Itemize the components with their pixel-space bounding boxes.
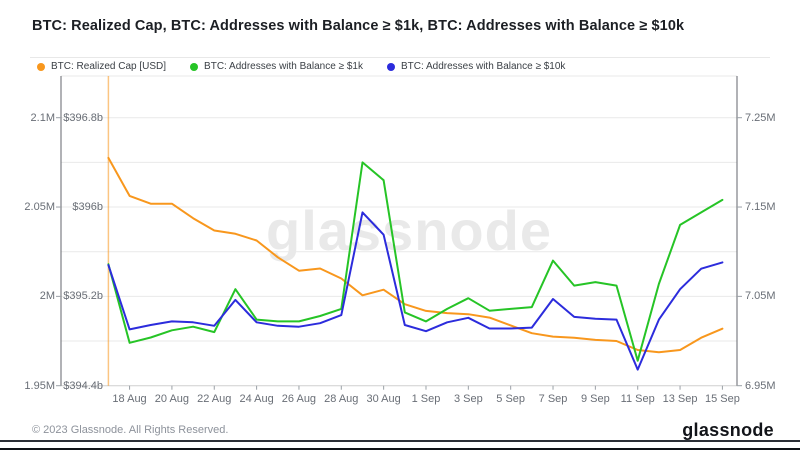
- legend-dot-icon: [190, 62, 199, 71]
- x-axis-label: 13 Sep: [662, 392, 698, 405]
- legend-dot-icon: [37, 62, 45, 71]
- legend-label: BTC: Realized Cap [USD]: [51, 61, 167, 72]
- page-title: BTC: Realized Cap, BTC: Addresses with B…: [32, 18, 685, 34]
- x-axis-label: 26 Aug: [281, 392, 317, 405]
- legend-item-realized-cap[interactable]: BTC: Realized Cap [USD]: [37, 61, 166, 72]
- y-axis-label-right: 6.95M: [745, 379, 776, 392]
- chart-legend: BTC: Realized Cap [USD] BTC: Addresses w…: [37, 61, 565, 72]
- x-axis-label: 28 Aug: [324, 392, 359, 405]
- legend-label: BTC: Addresses with Balance ≥ $10k: [400, 61, 566, 72]
- y-axis-label-realized: $395.2b: [63, 290, 103, 303]
- series-line-left[interactable]: [107, 161, 724, 362]
- y-axis-label-right: 7.15M: [745, 201, 776, 214]
- glassnode-logo: glassnode: [682, 420, 774, 440]
- y-axis-label-left: 2.1M: [30, 111, 55, 124]
- x-axis-label: 7 Sep: [538, 392, 568, 405]
- x-axis-label: 9 Sep: [580, 392, 610, 405]
- copyright-text: © 2023 Glassnode. All Rights Reserved.: [32, 424, 229, 436]
- legend-label: BTC: Addresses with Balance ≥ $1k: [204, 61, 363, 72]
- y-axis-label-realized: $396b: [72, 201, 103, 214]
- x-axis-label: 3 Sep: [453, 392, 483, 405]
- x-axis-label: 5 Sep: [496, 392, 526, 405]
- x-axis-label: 11 Sep: [620, 392, 655, 405]
- x-axis-label: 30 Aug: [366, 392, 401, 405]
- legend-dot-icon: [386, 62, 395, 71]
- chart-card-border: [30, 57, 770, 58]
- x-axis-label: 15 Sep: [704, 392, 740, 405]
- x-axis-label: 1 Sep: [411, 392, 441, 405]
- y-axis-label-left: 2.05M: [24, 201, 55, 214]
- x-axis-label: 20 Aug: [154, 392, 190, 405]
- x-axis-label: 22 Aug: [197, 392, 232, 405]
- legend-item-addresses-10k[interactable]: BTC: Addresses with Balance ≥ $10k: [386, 61, 566, 72]
- y-axis-label-realized: $394.4b: [63, 379, 103, 392]
- x-axis-label: 18 Aug: [112, 392, 147, 405]
- y-axis-label-realized: $396.8b: [63, 111, 103, 124]
- series-line-right[interactable]: [107, 211, 724, 371]
- window-bottom-edge: [0, 440, 800, 450]
- y-axis-label-left: 1.95M: [24, 379, 55, 392]
- y-axis-label-right: 7.05M: [745, 290, 776, 303]
- y-axis-label-left: 2M: [39, 290, 55, 303]
- x-axis-label: 24 Aug: [239, 392, 274, 405]
- legend-item-addresses-1k[interactable]: BTC: Addresses with Balance ≥ $1k: [190, 61, 363, 72]
- series-line-realized[interactable]: [107, 156, 724, 354]
- y-axis-label-right: 7.25M: [745, 111, 776, 124]
